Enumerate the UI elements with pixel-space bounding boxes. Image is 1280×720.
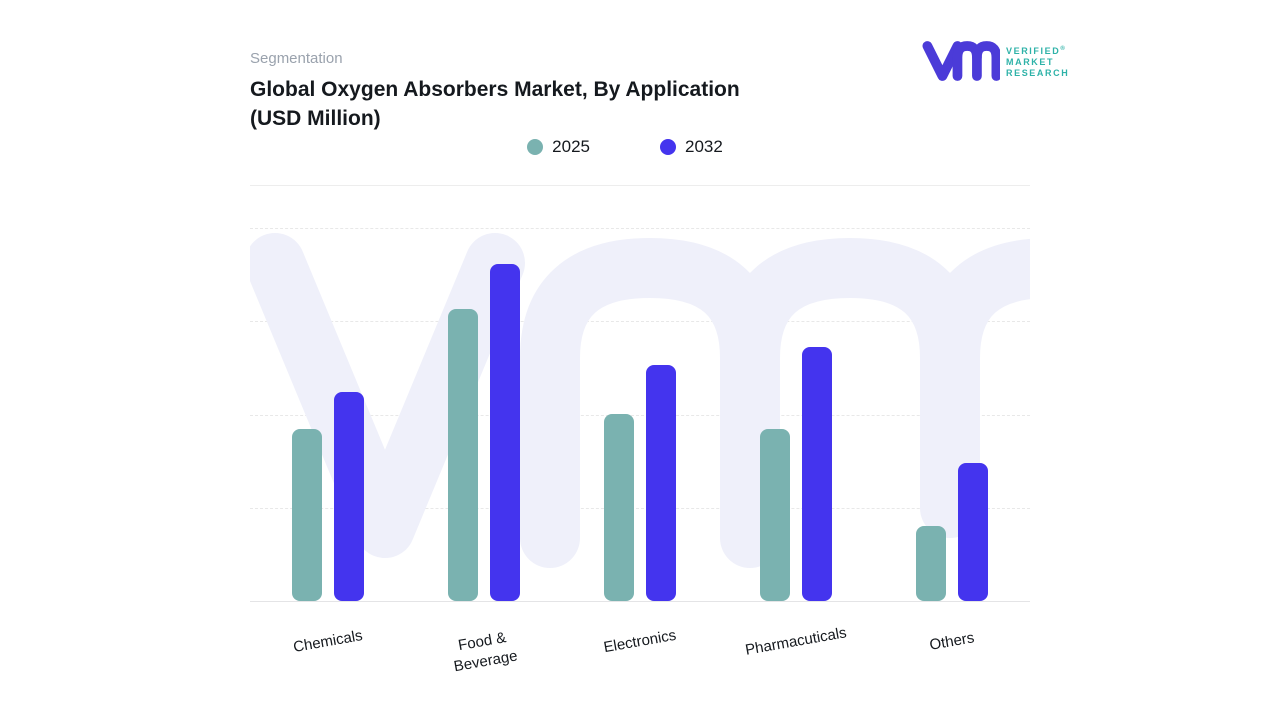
registered-mark: ® (1060, 45, 1065, 52)
title-line-2: (USD Million) (250, 107, 381, 130)
bar-2032-others (958, 463, 988, 601)
bar-2025-chemicals (292, 429, 322, 601)
x-label-pharmacuticals: Pharmacuticals (743, 624, 848, 659)
bar-2032-pharmacuticals (802, 347, 832, 601)
gridline-100 (250, 228, 1030, 229)
logo-wordmark: VERIFIED® MARKET RESEARCH (1006, 44, 1069, 79)
legend-label: 2032 (685, 137, 723, 156)
bar-2032-electronics (646, 365, 676, 601)
x-label-others: Others (928, 629, 976, 654)
gridline-50 (250, 415, 1030, 416)
x-label-chemicals: Chemicals (291, 627, 364, 656)
bar-2032-chemicals (334, 392, 364, 601)
eyebrow-label: Segmentation (250, 50, 343, 67)
bar-2025-pharmacuticals (760, 429, 790, 601)
plot-area (250, 228, 1030, 602)
logo-word-research: RESEARCH (1006, 67, 1070, 78)
bar-2025-electronics (604, 414, 634, 601)
logo-word-market: MARKET (1006, 56, 1055, 67)
bar-2025-food-beverage (448, 309, 478, 601)
vmr-logo: VERIFIED® MARKET RESEARCH (922, 38, 1069, 84)
chart-legend: 2025 2032 (250, 137, 1000, 157)
bar-2032-food-beverage (490, 264, 520, 601)
page-title: Global Oxygen Absorbers Market, By Appli… (250, 75, 870, 133)
legend-dot-2032 (660, 139, 676, 155)
legend-label: 2025 (552, 137, 590, 156)
legend-item-2025: 2025 (527, 137, 590, 157)
vmr-monogram-icon (922, 41, 1000, 81)
gridline-75 (250, 321, 1030, 322)
title-line-1: Global Oxygen Absorbers Market, By Appli… (250, 78, 740, 101)
vmr-watermark-icon (250, 233, 1030, 568)
logo-word-verified: VERIFIED (1006, 45, 1061, 56)
header-divider (250, 185, 1030, 186)
x-label-electronics: Electronics (602, 626, 678, 657)
legend-dot-2025 (527, 139, 544, 155)
x-label-food-beverage: Food & Beverage (452, 629, 519, 676)
gridline-25 (250, 508, 1030, 509)
bar-2025-others (916, 526, 946, 601)
legend-item-2032: 2032 (660, 137, 723, 157)
